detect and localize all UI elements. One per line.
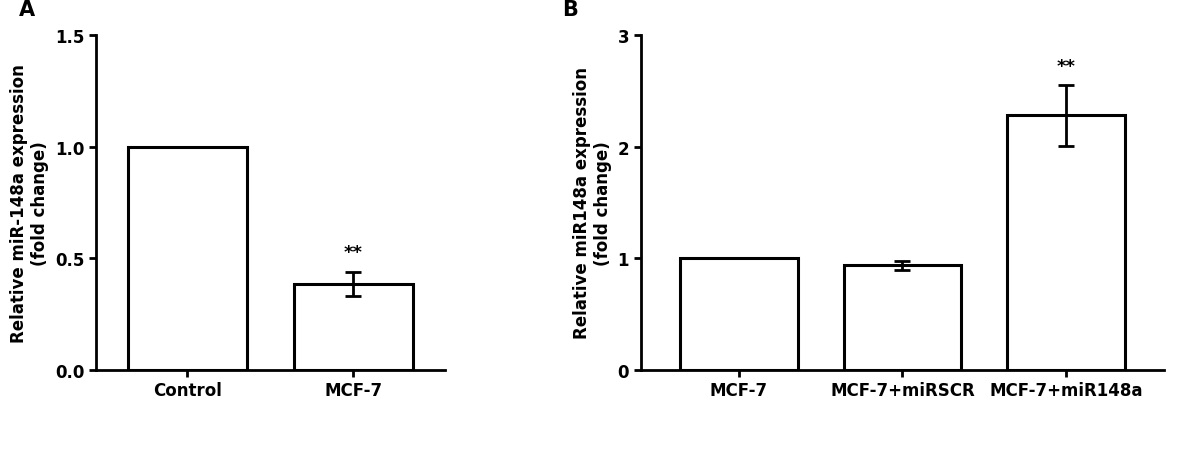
Y-axis label: Relative miR-148a expression
(fold change): Relative miR-148a expression (fold chang… (11, 64, 49, 342)
Text: A: A (19, 0, 36, 20)
Text: **: ** (344, 244, 362, 262)
Bar (844, 266, 961, 370)
Text: **: ** (1056, 58, 1075, 76)
Bar (294, 284, 413, 370)
Bar (1007, 116, 1124, 370)
Bar (127, 147, 247, 370)
Text: B: B (563, 0, 578, 20)
Bar (680, 258, 798, 370)
Y-axis label: Relative miR148a expression
(fold change): Relative miR148a expression (fold change… (574, 67, 612, 339)
